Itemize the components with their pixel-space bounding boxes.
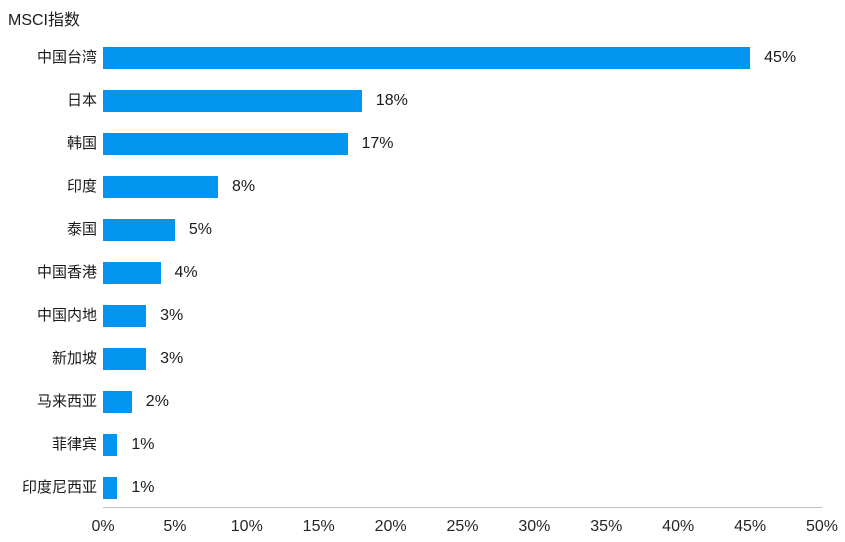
category-label: 中国台湾 [36, 49, 97, 66]
value-label: 4% [174, 264, 198, 281]
x-axis-line [103, 507, 822, 508]
category-label: 韩国 [66, 135, 97, 152]
category-label: 泰国 [66, 221, 97, 238]
category-label: 中国内地 [36, 307, 97, 324]
value-label: 8% [232, 178, 256, 195]
bar [103, 90, 362, 112]
x-axis-tick: 30% [518, 518, 551, 535]
category-label: 马来西亚 [36, 393, 97, 410]
bar [103, 219, 175, 241]
bar [103, 176, 218, 198]
chart-title: MSCI指数 [8, 12, 81, 29]
x-axis-tick: 15% [302, 518, 335, 535]
x-axis-tick: 10% [230, 518, 263, 535]
value-label: 3% [160, 350, 184, 367]
bar-row: 中国台湾 45% [0, 47, 845, 69]
bar-row: 中国香港 4% [0, 262, 845, 284]
category-label: 印度 [66, 178, 97, 195]
x-axis-tick: 0% [91, 518, 115, 535]
bar-row: 马来西亚 2% [0, 391, 845, 413]
x-axis-tick: 40% [662, 518, 695, 535]
bar [103, 262, 161, 284]
value-label: 3% [160, 307, 184, 324]
bar-row: 印度尼西亚 1% [0, 477, 845, 499]
value-label: 18% [375, 92, 408, 109]
value-label: 5% [188, 221, 213, 238]
value-label: 17% [361, 135, 394, 152]
value-label: 45% [764, 49, 797, 66]
bar-row: 中国内地 3% [0, 305, 845, 327]
category-label: 日本 [66, 92, 97, 109]
bar-row: 泰国 5% [0, 219, 845, 241]
bar-row: 菲律宾 1% [0, 434, 845, 456]
value-label: 1% [131, 436, 155, 453]
bar-row: 印度 8% [0, 176, 845, 198]
x-axis-tick: 5% [163, 518, 187, 535]
bar [103, 133, 348, 155]
bar-row: 日本 18% [0, 90, 845, 112]
value-label: 1% [131, 479, 155, 496]
category-label: 菲律宾 [51, 436, 97, 453]
bar [103, 434, 118, 456]
bar [103, 391, 132, 413]
bar [103, 305, 147, 327]
bar [103, 477, 118, 499]
x-axis-tick: 20% [374, 518, 407, 535]
category-label: 中国香港 [36, 264, 97, 281]
x-axis-tick: 50% [805, 518, 839, 535]
bar-row: 新加坡 3% [0, 348, 845, 370]
x-axis-tick: 25% [446, 518, 479, 535]
bar-row: 韩国 17% [0, 133, 845, 155]
x-axis-tick: 45% [734, 518, 767, 535]
bar [103, 348, 147, 370]
category-label: 印度尼西亚 [21, 479, 97, 496]
value-label: 2% [145, 393, 169, 410]
category-label: 新加坡 [51, 350, 97, 367]
bar [103, 47, 751, 69]
x-axis-tick: 35% [590, 518, 623, 535]
